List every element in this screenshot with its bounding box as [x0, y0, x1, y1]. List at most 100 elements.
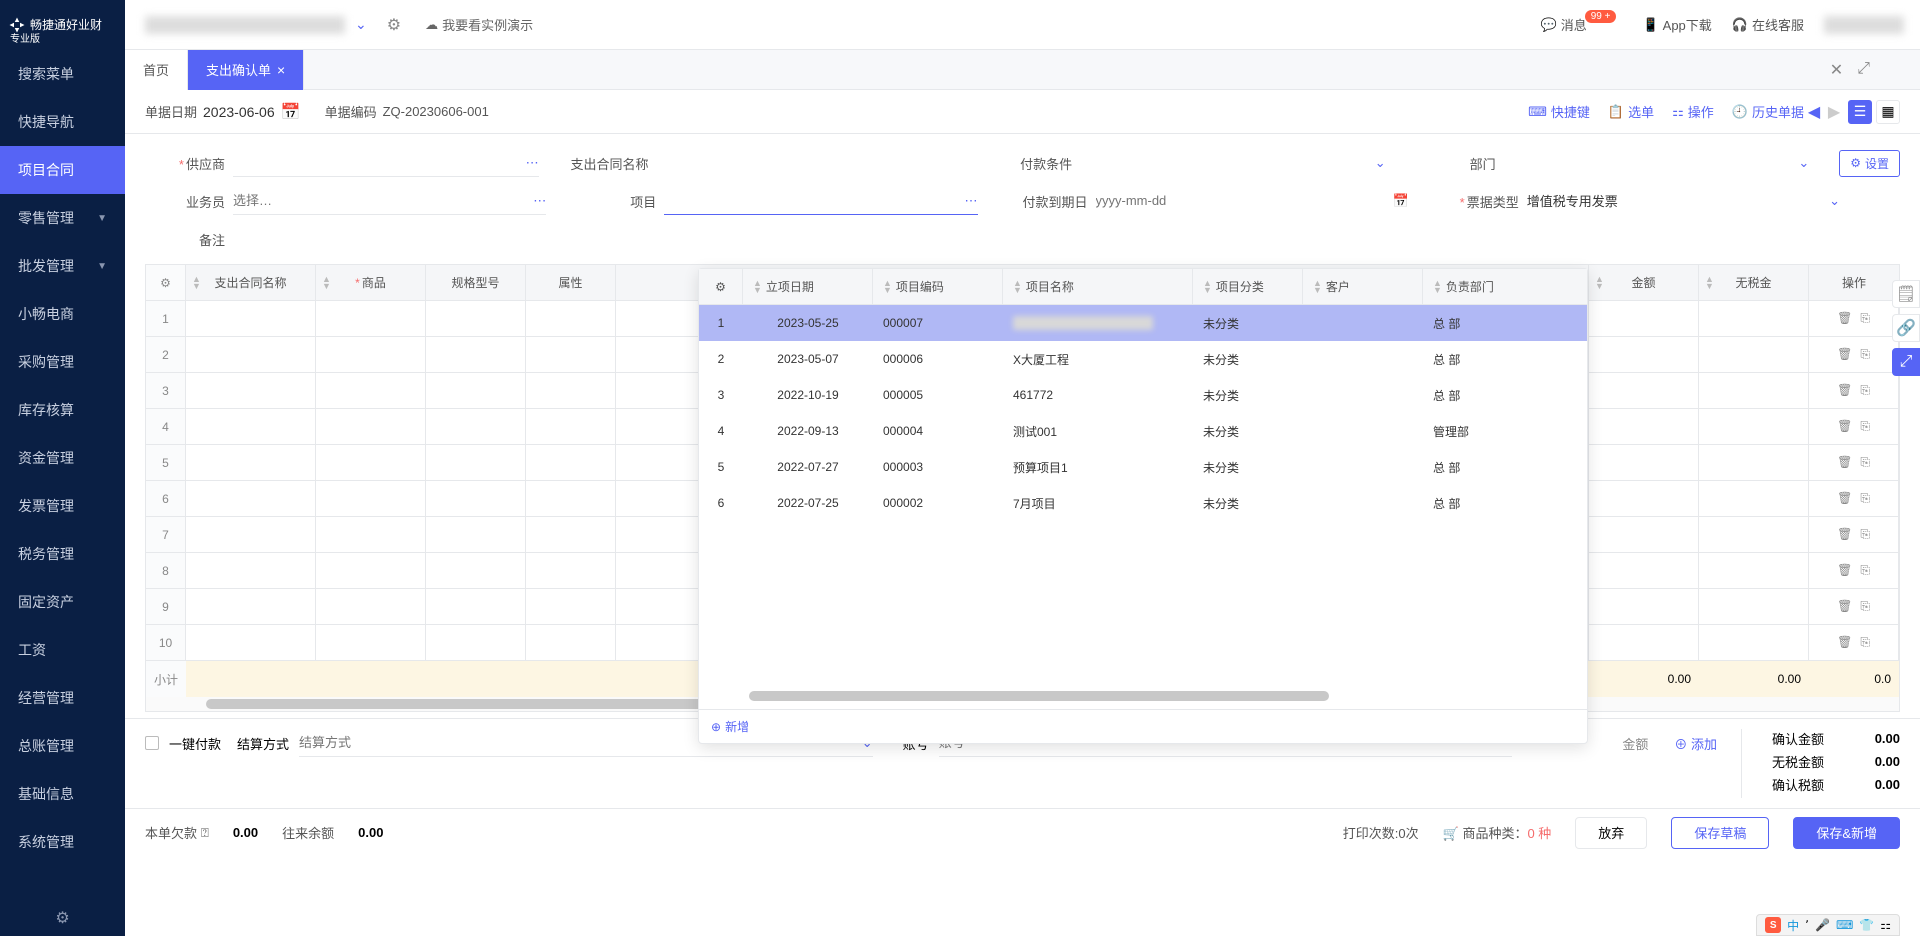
- popup-col-category[interactable]: ▲▼项目分类: [1193, 269, 1303, 304]
- popup-col-dept[interactable]: ▲▼负责部门: [1423, 269, 1587, 304]
- delete-icon[interactable]: 🗑: [1837, 347, 1852, 362]
- copy-icon[interactable]: ⎘: [1860, 599, 1870, 614]
- app-download-link[interactable]: 📱 App下载: [1642, 15, 1711, 34]
- col-gear[interactable]: ⚙: [146, 265, 186, 300]
- history-link[interactable]: 🕘 历史单据: [1732, 102, 1804, 121]
- popup-col-name[interactable]: ▲▼项目名称: [1003, 269, 1193, 304]
- sidebar-item[interactable]: 零售管理▼: [0, 194, 125, 242]
- copy-icon[interactable]: ⎘: [1860, 563, 1870, 578]
- sidebar-item[interactable]: 采购管理: [0, 338, 125, 386]
- select-doc-link[interactable]: 📋 选单: [1608, 102, 1654, 121]
- calendar-icon[interactable]: 📅: [281, 102, 301, 122]
- online-service-link[interactable]: 🎧 在线客服: [1732, 15, 1804, 34]
- shortcut-link[interactable]: ⌨ 快捷键: [1528, 102, 1590, 121]
- contract-name-input[interactable]: [657, 149, 963, 177]
- close-icon[interactable]: ×: [277, 62, 285, 78]
- settings-button[interactable]: ⚙ 设置: [1839, 150, 1900, 177]
- delete-icon[interactable]: 🗑: [1837, 383, 1852, 398]
- project-input[interactable]: ⋯: [664, 187, 977, 215]
- popup-row[interactable]: 4 2022-09-13 000004 测试001 未分类 管理部: [699, 413, 1587, 449]
- add-link[interactable]: ⊕ 添加: [1674, 734, 1717, 753]
- popup-col-customer[interactable]: ▲▼客户: [1303, 269, 1423, 304]
- user-avatar[interactable]: [1824, 16, 1904, 34]
- popup-row[interactable]: 1 2023-05-25 000007 未分类 总 部: [699, 305, 1587, 341]
- popup-row[interactable]: 2 2023-05-07 000006 X大厦工程 未分类 总 部: [699, 341, 1587, 377]
- delete-icon[interactable]: 🗑: [1837, 527, 1852, 542]
- save-draft-button[interactable]: 保存草稿: [1671, 817, 1769, 849]
- col-amount[interactable]: ▲▼金额: [1589, 265, 1699, 300]
- sidebar-item[interactable]: 工资: [0, 626, 125, 674]
- department-select[interactable]: ⌄: [1504, 149, 1810, 177]
- sidebar-item[interactable]: 批发管理▼: [0, 242, 125, 290]
- demo-link[interactable]: ☁ 我要看实例演示: [425, 15, 533, 34]
- date-value[interactable]: 2023-06-06: [203, 104, 275, 120]
- tab-expense-confirm[interactable]: 支出确认单 ×: [188, 50, 304, 90]
- sidebar-item[interactable]: 税务管理: [0, 530, 125, 578]
- popup-scrollbar[interactable]: [749, 691, 1537, 703]
- delete-icon[interactable]: 🗑: [1837, 635, 1852, 650]
- calendar-icon[interactable]: 📅: [1393, 193, 1409, 209]
- rail-expand-icon[interactable]: ⤢: [1892, 348, 1920, 376]
- sidebar-item[interactable]: 库存核算: [0, 386, 125, 434]
- popup-col-code[interactable]: ▲▼项目编码: [873, 269, 1003, 304]
- discard-button[interactable]: 放弃: [1575, 817, 1647, 849]
- copy-icon[interactable]: ⎘: [1860, 527, 1870, 542]
- sidebar-item[interactable]: 小畅电商: [0, 290, 125, 338]
- sidebar-item[interactable]: 总账管理: [0, 722, 125, 770]
- delete-icon[interactable]: 🗑: [1837, 563, 1852, 578]
- company-selector[interactable]: ⌄: [145, 16, 367, 34]
- col-product[interactable]: ▲▼*商品: [316, 265, 426, 300]
- copy-icon[interactable]: ⎘: [1860, 383, 1870, 398]
- delete-icon[interactable]: 🗑: [1837, 455, 1852, 470]
- sidebar-item[interactable]: 发票管理: [0, 482, 125, 530]
- popup-row[interactable]: 6 2022-07-25 000002 7月项目 未分类 总 部: [699, 485, 1587, 521]
- operator-input[interactable]: ⋯: [233, 187, 546, 215]
- delete-icon[interactable]: 🗑: [1837, 311, 1852, 326]
- sidebar-item[interactable]: 系统管理: [0, 818, 125, 866]
- prev-arrow[interactable]: ◀: [1806, 102, 1822, 122]
- delete-icon[interactable]: 🗑: [1837, 491, 1852, 506]
- sidebar-item[interactable]: 经营管理: [0, 674, 125, 722]
- due-date-input[interactable]: 📅: [1096, 187, 1409, 215]
- supplier-input[interactable]: ⋯: [233, 149, 539, 177]
- next-arrow[interactable]: ▶: [1826, 102, 1842, 122]
- sidebar-item[interactable]: 快捷导航: [0, 98, 125, 146]
- invoice-type-select[interactable]: 增值税专用发票 ⌄: [1527, 187, 1840, 215]
- view-grid-button[interactable]: ▦: [1876, 100, 1900, 124]
- rail-link-icon[interactable]: 🔗: [1892, 314, 1920, 342]
- sidebar-item[interactable]: 基础信息: [0, 770, 125, 818]
- sidebar-item[interactable]: 项目合同: [0, 146, 125, 194]
- tab-home[interactable]: 首页: [125, 50, 188, 90]
- sidebar-gear-icon[interactable]: ⚙: [55, 908, 69, 928]
- remark-input[interactable]: [233, 225, 515, 253]
- delete-icon[interactable]: 🗑: [1837, 419, 1852, 434]
- copy-icon[interactable]: ⎘: [1860, 455, 1870, 470]
- popup-gear[interactable]: ⚙: [699, 269, 743, 304]
- delete-icon[interactable]: 🗑: [1837, 599, 1852, 614]
- one-key-pay-checkbox[interactable]: [145, 736, 159, 750]
- copy-icon[interactable]: ⎘: [1860, 347, 1870, 362]
- save-new-button[interactable]: 保存&新增: [1793, 817, 1900, 849]
- sidebar-item[interactable]: 资金管理: [0, 434, 125, 482]
- col-contract[interactable]: ▲▼支出合同名称: [186, 265, 316, 300]
- popup-row[interactable]: 3 2022-10-19 000005 461772 未分类 总 部: [699, 377, 1587, 413]
- copy-icon[interactable]: ⎘: [1860, 419, 1870, 434]
- copy-icon[interactable]: ⎘: [1860, 635, 1870, 650]
- tab-expand-button[interactable]: ⤢: [1857, 60, 1870, 80]
- col-notax[interactable]: ▲▼无税金: [1699, 265, 1809, 300]
- view-list-button[interactable]: ☰: [1848, 100, 1872, 124]
- popup-add-link[interactable]: ⊕ 新增: [711, 718, 1575, 735]
- totals-box: 确认金额0.00 无税金额0.00 确认税额0.00: [1741, 729, 1900, 798]
- rail-note-icon[interactable]: 🗒: [1892, 280, 1920, 308]
- copy-icon[interactable]: ⎘: [1860, 491, 1870, 506]
- tab-close-button[interactable]: ✕: [1830, 60, 1843, 80]
- operate-link[interactable]: ⚏ 操作: [1672, 102, 1714, 121]
- copy-icon[interactable]: ⎘: [1860, 311, 1870, 326]
- pay-terms-select[interactable]: ⌄: [1080, 149, 1386, 177]
- popup-col-date[interactable]: ▲▼立项日期: [743, 269, 873, 304]
- messages-link[interactable]: 💬 消息 99 +: [1541, 15, 1623, 34]
- sidebar-item[interactable]: 搜索菜单: [0, 50, 125, 98]
- gear-icon[interactable]: ⚙: [387, 15, 401, 35]
- popup-row[interactable]: 5 2022-07-27 000003 预算项目1 未分类 总 部: [699, 449, 1587, 485]
- sidebar-item[interactable]: 固定资产: [0, 578, 125, 626]
